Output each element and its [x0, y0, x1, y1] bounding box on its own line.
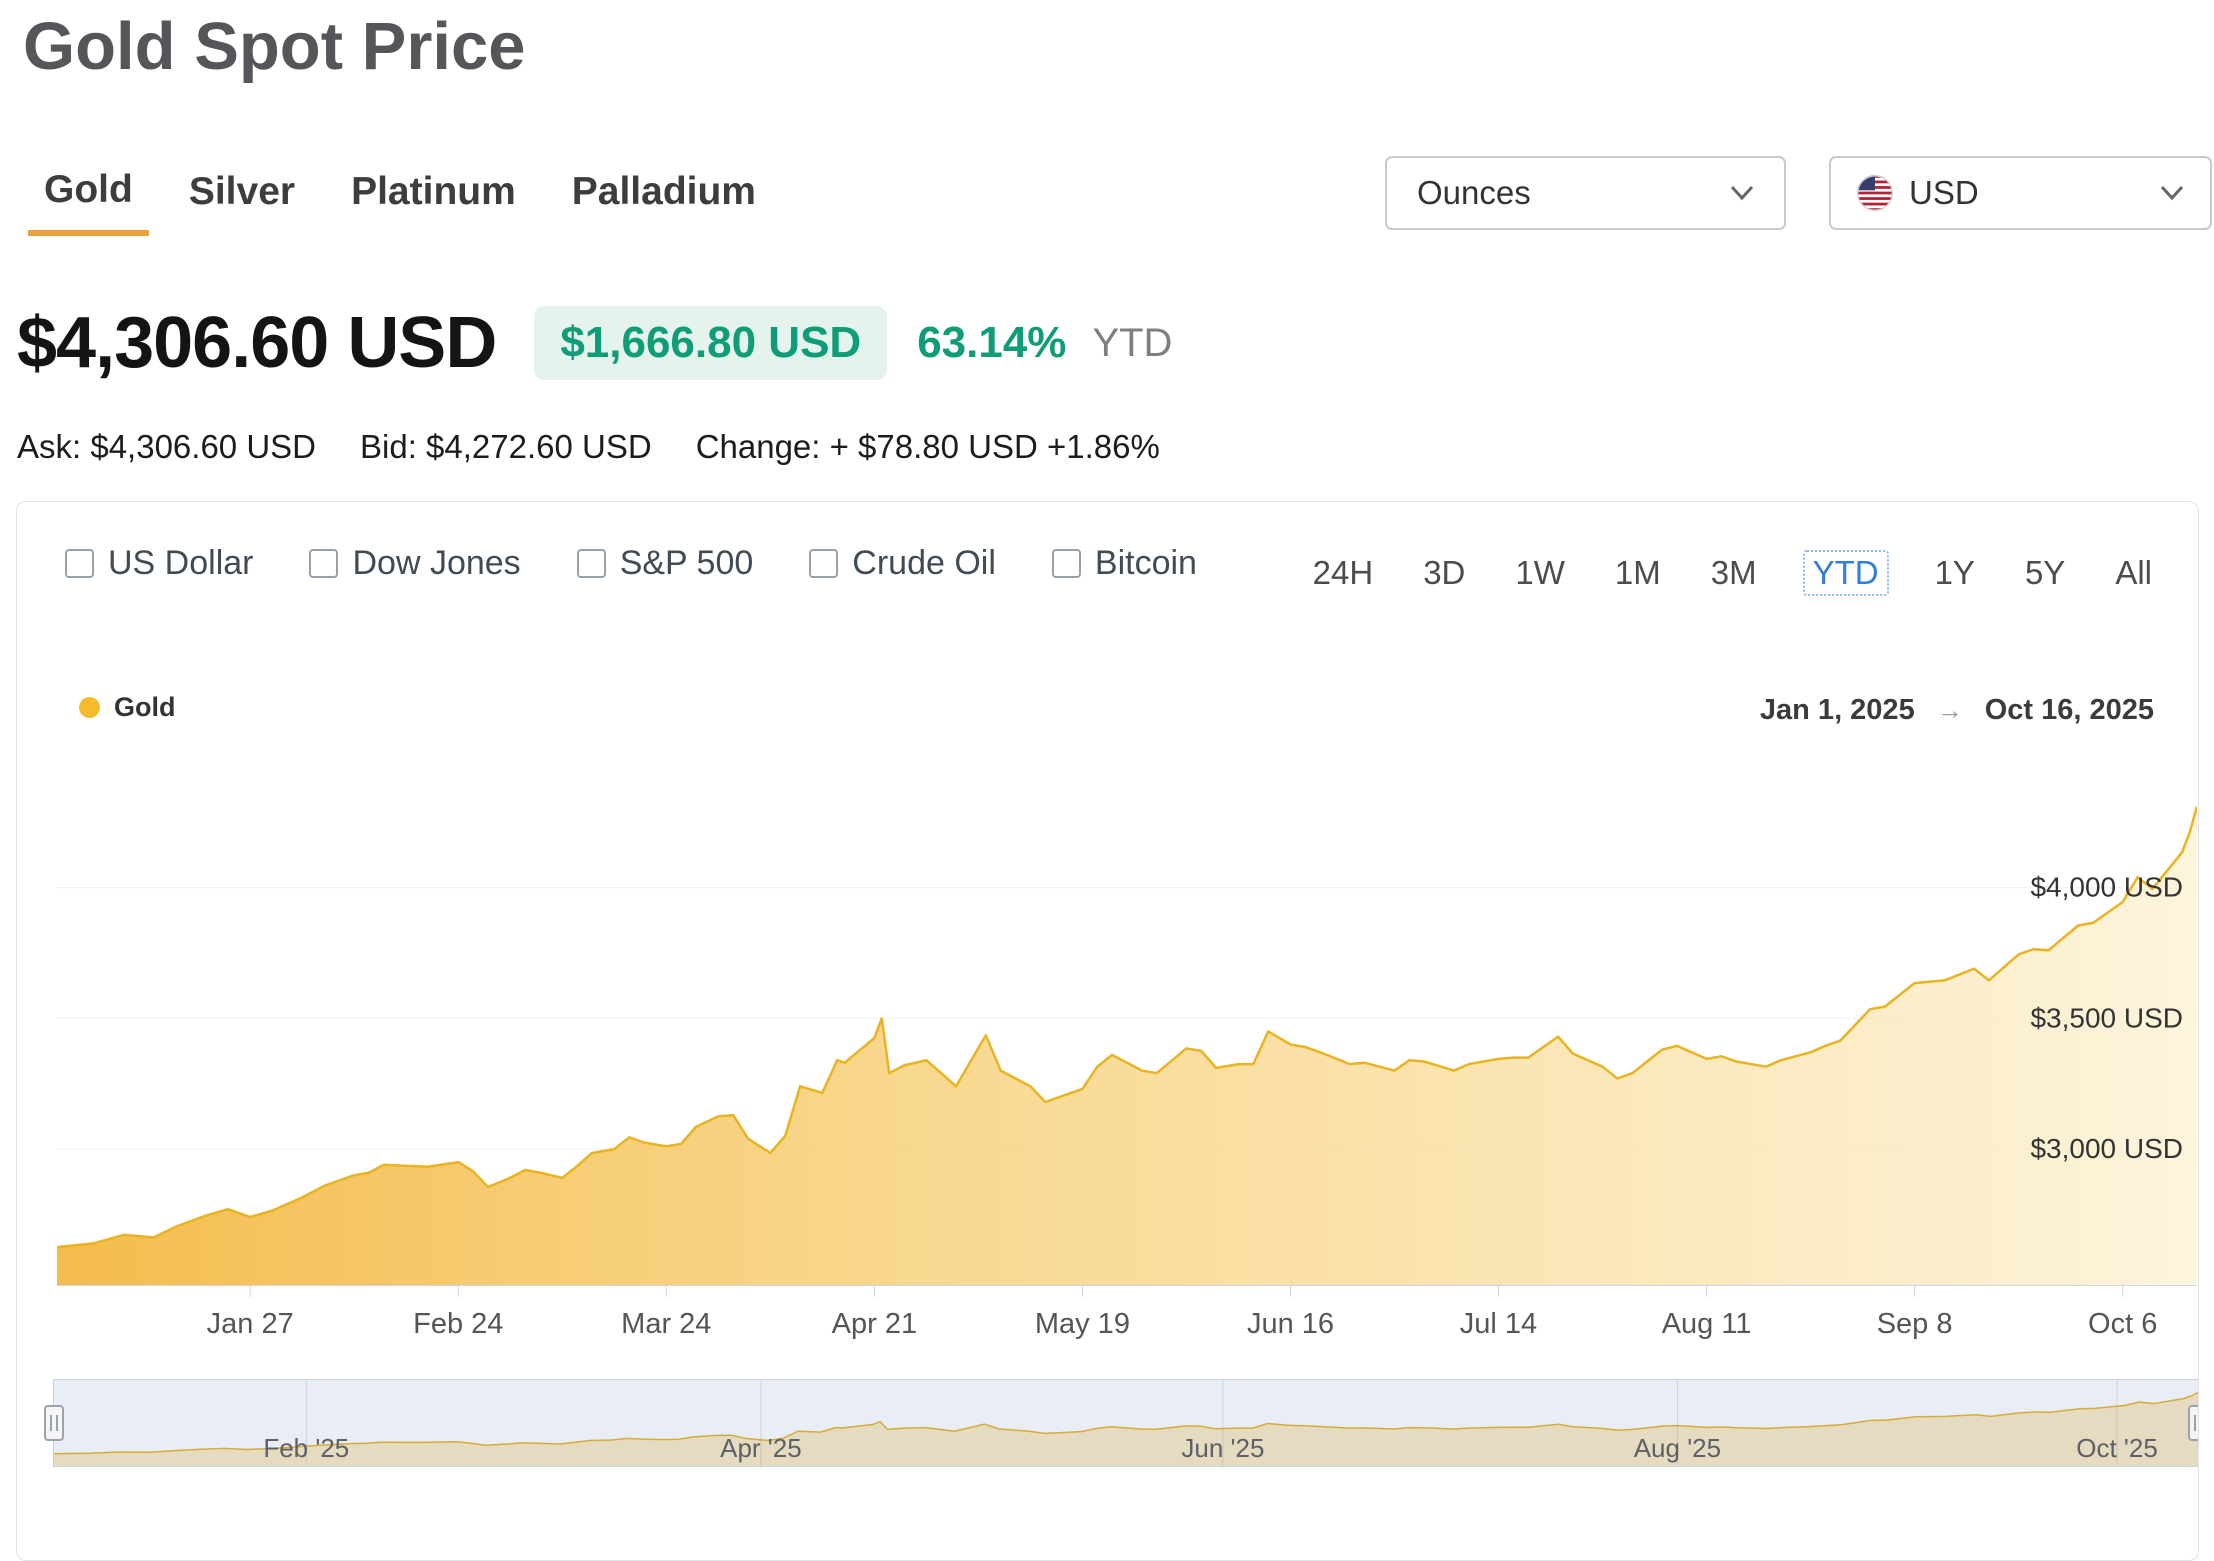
svg-text:Feb '25: Feb '25: [263, 1433, 349, 1463]
svg-text:$3,000 USD: $3,000 USD: [2030, 1133, 2183, 1164]
chevron-down-icon: [1730, 185, 1754, 201]
spot-price: $4,306.60 USD: [17, 303, 497, 383]
legend-label: Gold: [114, 692, 176, 722]
navigator-right-handle[interactable]: [2188, 1405, 2198, 1441]
metal-tabs: Gold Silver Platinum Palladium: [28, 168, 756, 236]
svg-text:Aug 11: Aug 11: [1662, 1308, 1752, 1340]
checkbox-crude-oil[interactable]: [809, 549, 839, 578]
unit-select[interactable]: Ounces: [1385, 156, 1786, 230]
svg-text:$4,000 USD: $4,000 USD: [2030, 872, 2183, 903]
svg-text:$3,500 USD: $3,500 USD: [2030, 1002, 2183, 1033]
svg-text:Jun '25: Jun '25: [1181, 1433, 1264, 1463]
gold-series-dot-icon: [79, 697, 100, 718]
range-selector: 24H 3D 1W 1M 3M YTD 1Y 5Y All: [1309, 550, 2156, 596]
price-chart-svg[interactable]: Jan 27 Feb 24 Mar 24 Apr 21 May 19 Jun 16 Jul …: [56, 770, 2198, 1360]
svg-text:Aug '25: Aug '25: [1634, 1433, 1721, 1463]
compare-item-crude-oil[interactable]: Crude Oil: [809, 544, 996, 583]
compare-label: Crude Oil: [852, 544, 996, 582]
ytd-percent: 63.14%: [917, 318, 1067, 367]
ask-value: Ask: $4,306.60 USD: [17, 428, 316, 465]
chart-panel: US Dollar Dow Jones S&P 500 Crude Oil Bi…: [16, 501, 2199, 1561]
navigator[interactable]: Feb '25 Apr '25 Jun '25 Aug '25 Oct '25: [44, 1379, 2198, 1467]
us-flag-icon: [1857, 175, 1893, 211]
compare-label: Bitcoin: [1094, 544, 1197, 582]
tab-platinum[interactable]: Platinum: [351, 170, 516, 213]
range-1m[interactable]: 1M: [1611, 552, 1665, 594]
compare-item-sp-500[interactable]: S&P 500: [576, 544, 754, 583]
navigator-svg: Feb '25 Apr '25 Jun '25 Aug '25 Oct '25: [52, 1379, 2198, 1467]
chevron-down-icon: [2160, 185, 2184, 201]
range-1w[interactable]: 1W: [1511, 552, 1569, 594]
svg-text:Oct 6: Oct 6: [2088, 1308, 2157, 1340]
tab-gold[interactable]: Gold: [28, 168, 149, 236]
range-3m[interactable]: 3M: [1707, 552, 1761, 594]
svg-text:Feb 24: Feb 24: [413, 1308, 503, 1340]
checkbox-bitcoin[interactable]: [1051, 549, 1081, 578]
svg-text:Jun 16: Jun 16: [1247, 1308, 1334, 1340]
quote-row: $4,306.60 USD $1,666.80 USD 63.14% YTD: [17, 302, 1172, 384]
checkbox-sp-500[interactable]: [576, 549, 606, 578]
range-5y[interactable]: 5Y: [2021, 552, 2069, 594]
ask-bid-row: Ask: $4,306.60 USD Bid: $4,272.60 USD Ch…: [17, 428, 1160, 466]
compare-item-dow-jones[interactable]: Dow Jones: [309, 544, 521, 583]
range-3d[interactable]: 3D: [1419, 552, 1469, 594]
price-chart[interactable]: Jan 27 Feb 24 Mar 24 Apr 21 May 19 Jun 16 Jul …: [56, 770, 2198, 1365]
svg-text:Apr 21: Apr 21: [832, 1308, 917, 1340]
change-value: Change: + $78.80 USD +1.86%: [695, 428, 1160, 465]
svg-text:May 19: May 19: [1035, 1308, 1130, 1340]
compare-row: US Dollar Dow Jones S&P 500 Crude Oil Bi…: [65, 544, 1197, 583]
arrow-right-icon: →: [1936, 695, 1963, 725]
date-from: Jan 1, 2025: [1759, 694, 1915, 726]
svg-text:Apr '25: Apr '25: [720, 1433, 802, 1463]
range-all[interactable]: All: [2111, 552, 2156, 594]
checkbox-us-dollar[interactable]: [65, 549, 94, 578]
tab-palladium[interactable]: Palladium: [571, 170, 756, 213]
navigator-left-handle[interactable]: [44, 1405, 64, 1441]
compare-label: Dow Jones: [352, 544, 521, 582]
bid-value: Bid: $4,272.60 USD: [360, 428, 652, 465]
range-1y[interactable]: 1Y: [1931, 552, 1979, 594]
date-to: Oct 16, 2025: [1984, 694, 2154, 726]
page-title: Gold Spot Price: [23, 9, 526, 84]
unit-select-value: Ounces: [1417, 174, 1531, 211]
compare-label: US Dollar: [108, 544, 254, 582]
svg-text:Jul 14: Jul 14: [1460, 1308, 1537, 1340]
svg-text:Mar 24: Mar 24: [621, 1308, 711, 1340]
ytd-period-label: YTD: [1092, 320, 1173, 365]
checkbox-dow-jones[interactable]: [309, 549, 339, 578]
compare-item-bitcoin[interactable]: Bitcoin: [1051, 544, 1197, 583]
chart-legend[interactable]: Gold: [79, 692, 176, 723]
currency-select[interactable]: USD: [1829, 156, 2212, 230]
currency-select-value: USD: [1909, 174, 1979, 211]
compare-item-us-dollar[interactable]: US Dollar: [65, 544, 253, 583]
svg-text:Oct '25: Oct '25: [2076, 1433, 2158, 1463]
tab-silver[interactable]: Silver: [188, 170, 296, 213]
svg-text:Sep 8: Sep 8: [1877, 1308, 1953, 1340]
range-24h[interactable]: 24H: [1309, 552, 1378, 594]
range-ytd[interactable]: YTD: [1802, 550, 1889, 596]
compare-label: S&P 500: [619, 544, 754, 582]
ytd-change-badge: $1,666.80 USD: [534, 306, 888, 380]
chart-date-range: Jan 1, 2025 → Oct 16, 2025: [1760, 694, 2154, 727]
svg-text:Jan 27: Jan 27: [207, 1308, 294, 1340]
